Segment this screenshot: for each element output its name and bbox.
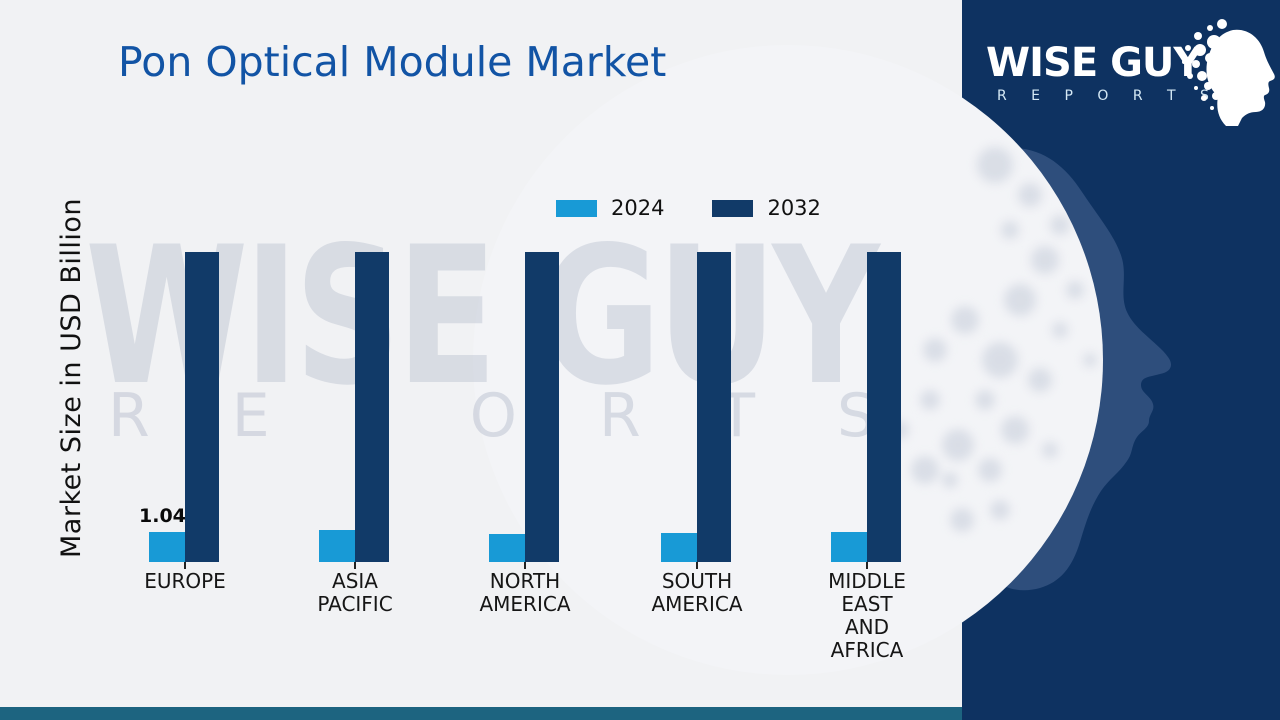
chart-title: Pon Optical Module Market [118,38,667,86]
axis-tick-asia-pacific [354,562,356,569]
axis-tick-middle-east-and-africa [866,562,868,569]
axis-tick-south-america [696,562,698,569]
legend: 2024 2032 [556,196,821,220]
brand-name: WISE GUY [986,40,1202,86]
legend-label-2032: 2032 [767,196,821,220]
legend-item-2024: 2024 [556,196,664,220]
bar-2032-asia-pacific [355,252,389,562]
category-label-north-america: NORTH AMERICA [479,569,571,616]
bar-2024-europe [149,532,185,562]
legend-label-2024: 2024 [611,196,665,220]
bar-2024-south-america [661,533,697,562]
category-label-middle-east-and-africa: MIDDLE EAST AND AFRICA [828,569,906,662]
bar-plot: EUROPE ASIA PACIFIC NORTH AMERICA SOUTH AME… [139,252,906,662]
value-label-europe: 1.04 [139,505,186,527]
logo-head-icon [1182,19,1275,127]
dots-texture [891,147,1097,532]
axis-tick-north-america [524,562,526,569]
bar-2024-north-america [489,534,525,562]
legend-swatch-2032 [712,199,754,217]
bottom-accent-strip [0,707,962,720]
bar-2024-middle-east-and-africa [831,532,867,562]
bar-2032-middle-east-and-africa [867,252,901,562]
legend-swatch-2024 [556,199,597,217]
bar-2032-europe [185,252,219,562]
category-label-europe: EUROPE [144,569,226,593]
bar-2032-north-america [525,252,559,562]
axis-tick-europe [184,562,186,569]
legend-item-2032: 2032 [712,196,821,220]
category-label-asia-pacific: ASIA PACIFIC [317,569,393,616]
bar-2024-asia-pacific [319,530,355,562]
category-label-south-america: SOUTH AMERICA [651,569,743,616]
decorative-circle [473,45,1103,675]
bar-2032-south-america [697,252,731,562]
brand-reports-label: R E P O R T S [997,88,1219,104]
